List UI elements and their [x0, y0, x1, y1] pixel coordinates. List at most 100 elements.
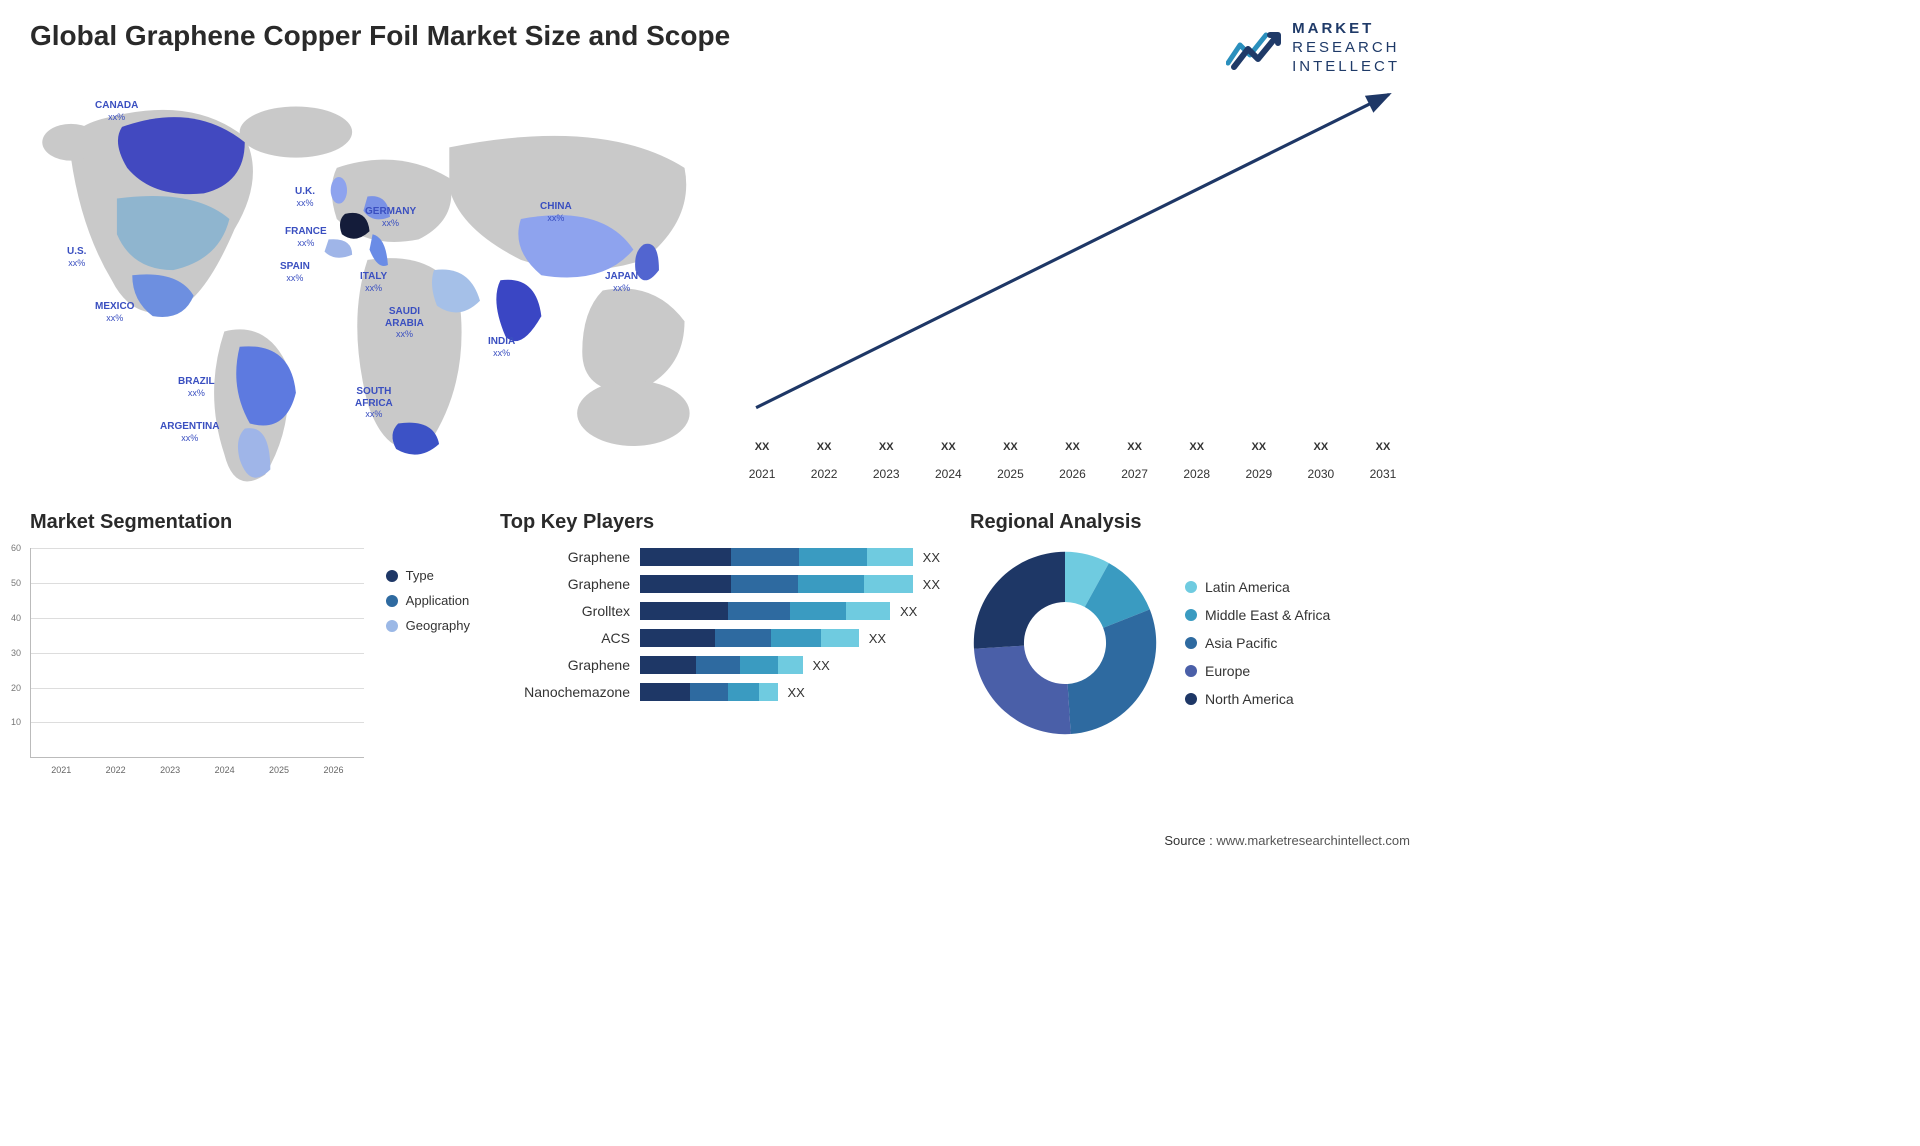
header: Global Graphene Copper Foil Market Size … — [30, 20, 1410, 76]
segmentation-chart: 202120222023202420252026 102030405060 Ty… — [30, 548, 470, 758]
map-label-argentina: ARGENTINAxx% — [160, 421, 219, 443]
source-value: www.marketresearchintellect.com — [1216, 833, 1410, 848]
key-player-value: XX — [923, 550, 940, 565]
seg-xaxis-label: 2026 — [311, 765, 355, 775]
seg-ytick: 30 — [11, 648, 21, 658]
logo-text: MARKET RESEARCH INTELLECT — [1292, 20, 1400, 76]
key-player-bar-wrap: XX — [640, 656, 940, 674]
key-player-name: Grolltex — [500, 603, 630, 619]
seg-gridline — [31, 618, 364, 619]
regional-body: Latin AmericaMiddle East & AfricaAsia Pa… — [970, 548, 1410, 738]
key-player-bar — [640, 602, 890, 620]
growth-bar-label: XX — [1003, 441, 1018, 453]
growth-xaxis-label: 2025 — [983, 467, 1037, 481]
key-players-list: GrapheneXXGrapheneXXGrolltexXXACSXXGraph… — [500, 548, 940, 701]
key-player-name: Graphene — [500, 657, 630, 673]
key-player-bar-seg — [759, 683, 778, 701]
key-player-bar — [640, 656, 803, 674]
growth-bar-2022: XX — [797, 441, 851, 456]
legend-swatch-icon — [1185, 581, 1197, 593]
regional-legend-item: Middle East & Africa — [1185, 607, 1330, 623]
growth-bar-2023: XX — [859, 441, 913, 456]
segmentation-title: Market Segmentation — [30, 511, 470, 534]
seg-gridline — [31, 583, 364, 584]
seg-legend-label: Application — [406, 593, 470, 608]
growth-bar-2029: XX — [1232, 441, 1286, 456]
growth-xaxis-label: 2021 — [735, 467, 789, 481]
map-label-saudi-arabia: SAUDIARABIAxx% — [385, 306, 424, 339]
key-player-bar-seg — [821, 629, 859, 647]
key-player-bar-seg — [864, 575, 912, 593]
legend-swatch-icon — [386, 570, 398, 582]
key-player-bar-seg — [798, 575, 865, 593]
source-footer: Source : www.marketresearchintellect.com — [1164, 833, 1410, 848]
map-label-canada: CANADAxx% — [95, 100, 138, 122]
donut-slice — [1068, 610, 1157, 735]
key-player-bar-wrap: XX — [640, 683, 940, 701]
growth-bar-label: XX — [941, 441, 956, 453]
key-player-bar-seg — [640, 575, 731, 593]
map-label-u-k-: U.K.xx% — [295, 186, 315, 208]
key-player-bar-wrap: XX — [640, 629, 940, 647]
key-player-value: XX — [788, 685, 805, 700]
key-player-bar-wrap: XX — [640, 602, 940, 620]
growth-bar-label: XX — [1251, 441, 1266, 453]
regional-legend-label: North America — [1205, 691, 1294, 707]
key-player-bar-seg — [640, 629, 715, 647]
map-label-china: CHINAxx% — [540, 201, 572, 223]
regional-legend: Latin AmericaMiddle East & AfricaAsia Pa… — [1185, 579, 1330, 707]
regional-legend-label: Asia Pacific — [1205, 635, 1277, 651]
legend-swatch-icon — [1185, 637, 1197, 649]
key-player-bar-seg — [731, 575, 798, 593]
growth-bar-label: XX — [879, 441, 894, 453]
growth-bar-2021: XX — [735, 441, 789, 456]
growth-bar-label: XX — [1065, 441, 1080, 453]
map-label-mexico: MEXICOxx% — [95, 301, 134, 323]
key-player-value: XX — [869, 631, 886, 646]
map-label-spain: SPAINxx% — [280, 261, 310, 283]
legend-swatch-icon — [386, 595, 398, 607]
growth-bar-label: XX — [755, 441, 770, 453]
key-player-row: Grolltex XX — [500, 602, 940, 620]
growth-bar-2031: XX — [1356, 441, 1410, 456]
key-player-value: XX — [813, 658, 830, 673]
regional-legend-item: Asia Pacific — [1185, 635, 1330, 651]
growth-chart: XXXXXXXXXXXXXXXXXXXXXX 20212022202320242… — [735, 86, 1410, 486]
legend-swatch-icon — [1185, 693, 1197, 705]
legend-swatch-icon — [1185, 665, 1197, 677]
key-player-bar — [640, 548, 913, 566]
key-player-value: XX — [923, 577, 940, 592]
key-player-bar-seg — [846, 602, 890, 620]
key-players-title: Top Key Players — [500, 511, 940, 534]
seg-ytick: 60 — [11, 543, 21, 553]
growth-xaxis-label: 2023 — [859, 467, 913, 481]
seg-xaxis-label: 2024 — [202, 765, 246, 775]
growth-xaxis-label: 2022 — [797, 467, 851, 481]
regional-legend-item: Europe — [1185, 663, 1330, 679]
legend-swatch-icon — [386, 620, 398, 632]
growth-bar-label: XX — [1376, 441, 1391, 453]
growth-bar-2024: XX — [921, 441, 975, 456]
seg-ytick: 50 — [11, 578, 21, 588]
growth-bar-2026: XX — [1045, 441, 1099, 456]
key-player-bar-seg — [790, 602, 846, 620]
key-player-row: GrapheneXX — [500, 548, 940, 566]
seg-gridline — [31, 688, 364, 689]
growth-xaxis-label: 2024 — [921, 467, 975, 481]
source-label: Source : — [1164, 833, 1212, 848]
growth-bar-2027: XX — [1108, 441, 1162, 456]
key-player-bar-seg — [740, 656, 778, 674]
key-player-bar-wrap: XX — [640, 548, 940, 566]
seg-ytick: 40 — [11, 613, 21, 623]
growth-xaxis-label: 2030 — [1294, 467, 1348, 481]
key-player-row: ACSXX — [500, 629, 940, 647]
map-label-india: INDIAxx% — [488, 336, 515, 358]
page-title: Global Graphene Copper Foil Market Size … — [30, 20, 730, 52]
key-player-row: NanochemazoneXX — [500, 683, 940, 701]
key-player-bar-wrap: XX — [640, 575, 940, 593]
logo: MARKET RESEARCH INTELLECT — [1226, 20, 1410, 76]
key-player-bar-seg — [640, 602, 728, 620]
growth-xaxis-label: 2026 — [1045, 467, 1099, 481]
key-player-bar-seg — [867, 548, 912, 566]
key-player-bar-seg — [771, 629, 821, 647]
